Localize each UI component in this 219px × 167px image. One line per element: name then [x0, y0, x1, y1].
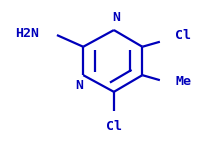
Text: Me: Me	[175, 75, 191, 88]
Text: H2N: H2N	[15, 27, 39, 40]
Text: N: N	[112, 11, 120, 24]
Text: Cl: Cl	[106, 120, 122, 133]
Text: Cl: Cl	[175, 29, 191, 42]
Text: N: N	[75, 79, 83, 92]
